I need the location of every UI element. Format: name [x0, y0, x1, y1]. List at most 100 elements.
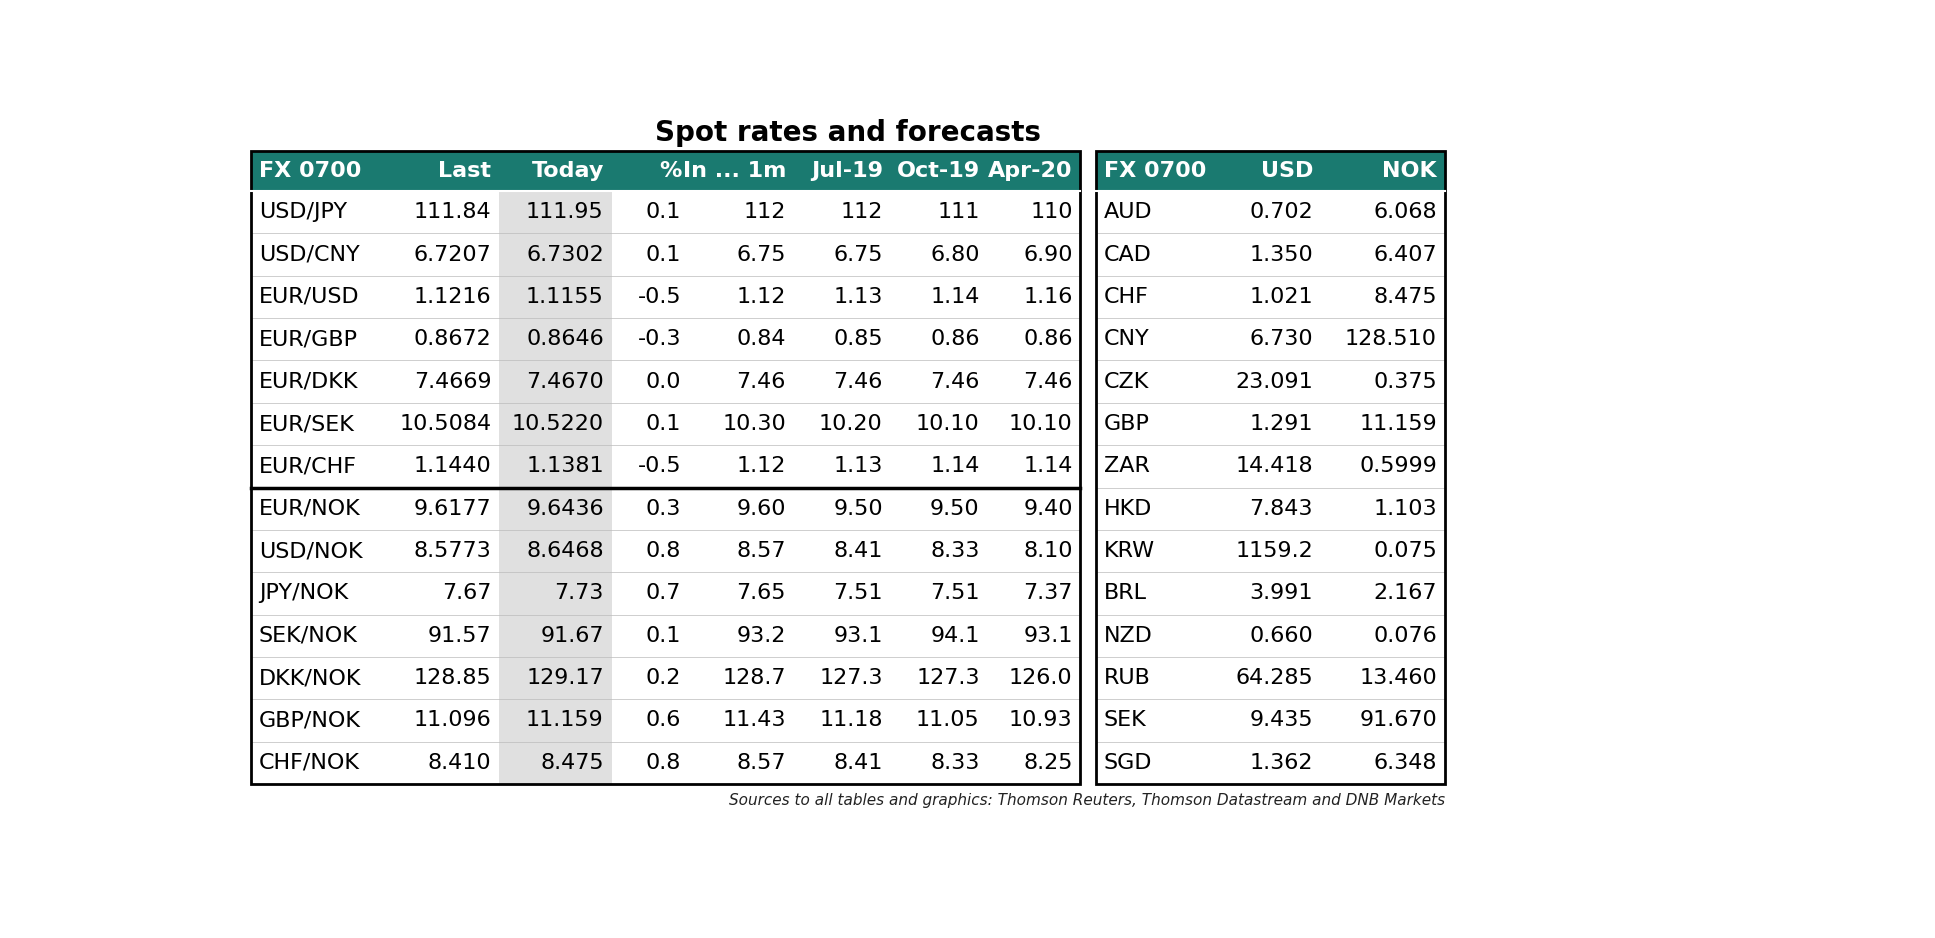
Text: 8.5773: 8.5773 — [414, 541, 491, 561]
Bar — [387, 360, 499, 402]
Text: FX 0700: FX 0700 — [1103, 161, 1206, 181]
Text: 1.16: 1.16 — [1024, 287, 1072, 307]
Text: 1.1216: 1.1216 — [414, 287, 491, 307]
Text: 0.86: 0.86 — [931, 329, 979, 349]
Bar — [987, 360, 1080, 402]
Text: 1.12: 1.12 — [737, 287, 786, 307]
Bar — [890, 446, 987, 488]
Bar — [793, 700, 890, 742]
Bar — [987, 191, 1080, 234]
Text: 6.7302: 6.7302 — [526, 245, 604, 265]
Text: 3.991: 3.991 — [1250, 583, 1314, 603]
Text: NZD: NZD — [1103, 626, 1153, 645]
Text: -0.5: -0.5 — [639, 287, 681, 307]
Text: 1.13: 1.13 — [834, 287, 882, 307]
Text: SEK: SEK — [1103, 710, 1146, 731]
Text: 1.103: 1.103 — [1374, 499, 1438, 519]
Bar — [987, 318, 1080, 360]
Bar — [1095, 191, 1204, 234]
Bar — [611, 402, 689, 446]
Text: 1.14: 1.14 — [1024, 457, 1072, 477]
Text: 0.8672: 0.8672 — [414, 329, 491, 349]
Text: 112: 112 — [743, 203, 786, 222]
Bar — [793, 191, 890, 234]
Bar — [689, 742, 793, 784]
Bar — [890, 276, 987, 318]
Text: 8.57: 8.57 — [737, 753, 786, 773]
Text: 0.702: 0.702 — [1250, 203, 1314, 222]
Bar — [611, 318, 689, 360]
Text: 6.730: 6.730 — [1250, 329, 1314, 349]
Text: 10.30: 10.30 — [722, 414, 786, 434]
Bar — [689, 446, 793, 488]
Bar — [689, 572, 793, 614]
Bar — [793, 318, 890, 360]
Bar — [1095, 318, 1204, 360]
Text: 8.475: 8.475 — [1374, 287, 1438, 307]
Bar — [1322, 572, 1445, 614]
Bar — [1095, 657, 1204, 700]
Text: EUR/CHF: EUR/CHF — [259, 457, 356, 477]
Text: EUR/GBP: EUR/GBP — [259, 329, 358, 349]
Bar — [987, 402, 1080, 446]
Bar — [611, 742, 689, 784]
Text: 6.75: 6.75 — [834, 245, 882, 265]
Text: Today: Today — [532, 161, 604, 181]
Bar — [499, 191, 611, 234]
Text: CAD: CAD — [1103, 245, 1151, 265]
Bar — [689, 234, 793, 276]
Bar — [499, 402, 611, 446]
Bar — [1204, 742, 1322, 784]
Text: 1.1155: 1.1155 — [526, 287, 604, 307]
Text: HKD: HKD — [1103, 499, 1151, 519]
Bar — [987, 530, 1080, 572]
Bar — [890, 360, 987, 402]
Bar — [611, 234, 689, 276]
Text: 8.33: 8.33 — [931, 753, 979, 773]
Text: -0.3: -0.3 — [639, 329, 681, 349]
Text: 7.4669: 7.4669 — [414, 371, 491, 392]
Text: 0.1: 0.1 — [646, 414, 681, 434]
Text: CNY: CNY — [1103, 329, 1149, 349]
Bar — [611, 530, 689, 572]
Bar — [1322, 700, 1445, 742]
Text: 0.0: 0.0 — [646, 371, 681, 392]
Bar — [1322, 530, 1445, 572]
Text: EUR/DKK: EUR/DKK — [259, 371, 358, 392]
Bar — [987, 742, 1080, 784]
Text: USD/CNY: USD/CNY — [259, 245, 360, 265]
Bar — [387, 530, 499, 572]
Bar — [252, 191, 387, 234]
Bar — [611, 151, 689, 191]
Bar — [890, 234, 987, 276]
Text: 0.8: 0.8 — [646, 541, 681, 561]
Text: 10.10: 10.10 — [915, 414, 979, 434]
Text: 128.85: 128.85 — [414, 668, 491, 688]
Bar — [987, 657, 1080, 700]
Text: 8.475: 8.475 — [540, 753, 604, 773]
Text: 128.7: 128.7 — [722, 668, 786, 688]
Bar — [689, 614, 793, 657]
Text: SEK/NOK: SEK/NOK — [259, 626, 358, 645]
Bar — [1322, 402, 1445, 446]
Text: GBP/NOK: GBP/NOK — [259, 710, 362, 731]
Text: 0.3: 0.3 — [646, 499, 681, 519]
Bar — [499, 360, 611, 402]
Text: 11.05: 11.05 — [915, 710, 979, 731]
Bar — [611, 446, 689, 488]
Text: 8.41: 8.41 — [834, 753, 882, 773]
Bar — [1204, 318, 1322, 360]
Text: 93.2: 93.2 — [737, 626, 786, 645]
Text: 7.46: 7.46 — [834, 371, 882, 392]
Bar — [387, 151, 499, 191]
Text: 0.1: 0.1 — [646, 245, 681, 265]
Bar — [1204, 446, 1322, 488]
Bar — [890, 318, 987, 360]
Text: JPY/NOK: JPY/NOK — [259, 583, 348, 603]
Bar — [387, 572, 499, 614]
Text: 8.6468: 8.6468 — [526, 541, 604, 561]
Bar — [387, 234, 499, 276]
Text: 0.85: 0.85 — [834, 329, 882, 349]
Text: 1.1440: 1.1440 — [414, 457, 491, 477]
Bar — [1095, 402, 1204, 446]
